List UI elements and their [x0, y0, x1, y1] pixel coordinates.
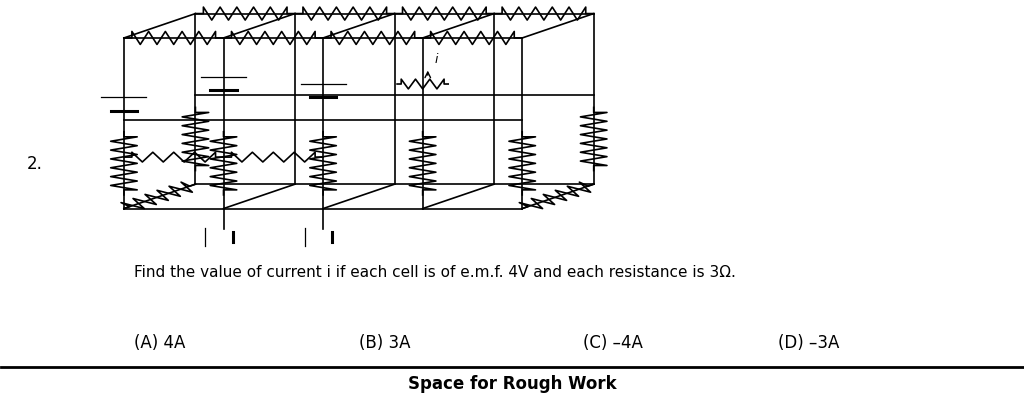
Text: (D) –3A: (D) –3A	[777, 335, 839, 353]
Text: Find the value of current i if each cell is of e.m.f. 4V and each resistance is : Find the value of current i if each cell…	[134, 265, 736, 281]
Text: Space for Rough Work: Space for Rough Work	[408, 375, 616, 393]
Text: 2.: 2.	[27, 155, 43, 173]
Text: (A) 4A: (A) 4A	[134, 335, 185, 353]
Text: (B) 3A: (B) 3A	[358, 335, 411, 353]
Text: (C) –4A: (C) –4A	[584, 335, 643, 353]
Text: i: i	[435, 53, 438, 66]
